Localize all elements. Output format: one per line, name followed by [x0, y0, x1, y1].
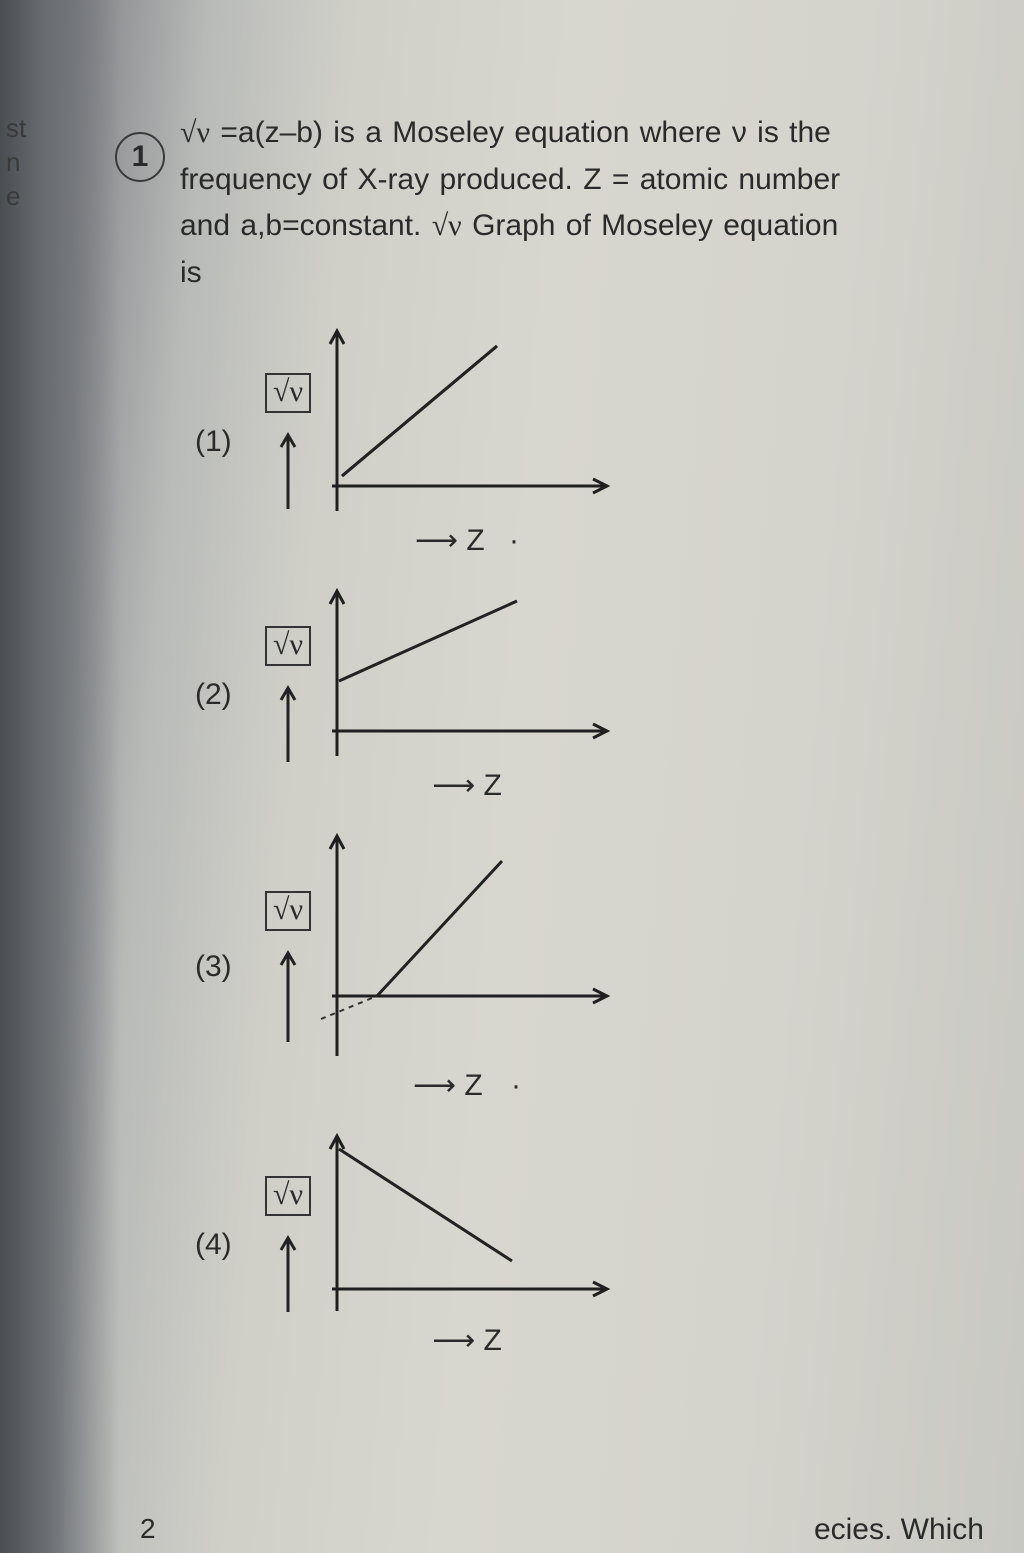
x-axis-label-4: ⟶ Z — [317, 1323, 617, 1358]
graph-4: ⟶ Z — [317, 1131, 617, 1358]
option-2: (2) √ν ⟶ Z — [195, 586, 1005, 803]
page-binding-shadow — [0, 0, 120, 1553]
graph-3: ⟶ Z · — [317, 831, 617, 1103]
y-axis-label-4: √ν — [265, 1176, 311, 1216]
margin-frag-2: n — [6, 148, 20, 177]
question-text: √ν =a(z–b) is a Moseley equation where ν… — [180, 110, 1005, 296]
page-corner-number: 2 — [140, 1513, 156, 1545]
graph-3-dash — [321, 996, 377, 1019]
option-3-ylabel: √ν — [265, 891, 311, 1044]
option-4-label: (4) — [195, 1228, 265, 1262]
right-arrow-icon: ⟶ — [432, 769, 475, 802]
option-1: (1) √ν ⟶ Z — [195, 326, 1005, 558]
x-label-2: Z — [484, 769, 502, 802]
x-axis-label-2: ⟶ Z — [317, 768, 617, 803]
option-3-label: (3) — [195, 950, 265, 984]
graph-2: ⟶ Z — [317, 586, 617, 803]
margin-frag-3: e — [6, 182, 20, 211]
sqrt-nu-2: √ν — [432, 203, 462, 250]
qtext-l4: is — [180, 256, 202, 289]
qtext-l1: =a(z–b) is a Moseley equation where ν is… — [220, 116, 830, 149]
right-arrow-icon: ⟶ — [415, 524, 458, 557]
option-3: (3) √ν ⟶ Z — [195, 831, 1005, 1103]
option-1-ylabel: √ν — [265, 373, 311, 511]
graph-1-svg — [317, 326, 617, 516]
options-container: (1) √ν ⟶ Z — [195, 326, 1005, 1358]
option-2-label: (2) — [195, 678, 265, 712]
graph-1: ⟶ Z · — [317, 326, 617, 558]
x-label-3: Z — [464, 1069, 482, 1102]
up-arrow-icon — [278, 949, 298, 1044]
option-4-ylabel: √ν — [265, 1176, 311, 1314]
up-arrow-icon — [278, 1234, 298, 1314]
qtext-l3c: Graph of Moseley equation — [472, 209, 838, 242]
question-block: 1 √ν =a(z–b) is a Moseley equation where… — [125, 110, 1005, 1364]
sqrt-nu-1: √ν — [180, 110, 210, 157]
y-axis-label-3: √ν — [265, 891, 311, 931]
up-arrow-icon — [278, 684, 298, 764]
right-arrow-icon: ⟶ — [413, 1069, 456, 1102]
x-axis-label-1: ⟶ Z · — [317, 523, 617, 558]
graph-3-svg — [317, 831, 617, 1061]
graph-4-svg — [317, 1131, 617, 1316]
qtext-l3a: and a,b=constant. — [180, 209, 432, 242]
graph-3-line — [377, 861, 502, 996]
footer-cutoff-text: ecies. Which — [814, 1513, 984, 1547]
graph-2-line — [339, 601, 517, 681]
x-axis-label-3: ⟶ Z · — [317, 1068, 617, 1103]
right-arrow-icon: ⟶ — [432, 1324, 475, 1357]
qtext-l2: frequency of X-ray produced. Z = atomic … — [180, 163, 840, 196]
x-label-1: Z — [466, 524, 484, 557]
y-axis-label-2: √ν — [265, 626, 311, 666]
y-axis-label-1: √ν — [265, 373, 311, 413]
option-2-ylabel: √ν — [265, 626, 311, 764]
graph-2-svg — [317, 586, 617, 761]
question-number: 1 — [115, 132, 165, 182]
graph-4-line — [339, 1149, 512, 1261]
option-1-label: (1) — [195, 425, 265, 459]
x-label-4: Z — [484, 1324, 502, 1357]
up-arrow-icon — [278, 431, 298, 511]
margin-frag-1: st — [6, 114, 26, 143]
option-4: (4) √ν ⟶ Z — [195, 1131, 1005, 1358]
